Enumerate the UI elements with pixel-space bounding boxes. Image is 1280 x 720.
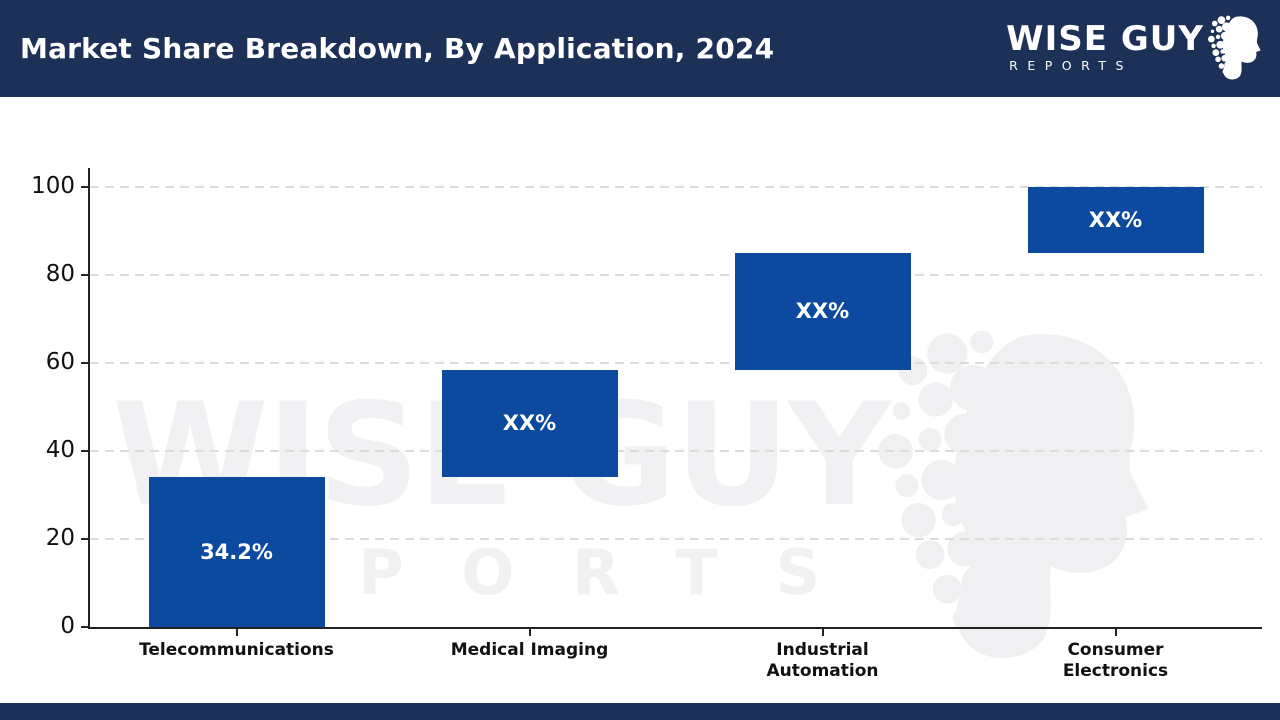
bar-segment: 34.2% [148,476,325,627]
y-tick-mark [81,450,90,452]
page-title: Market Share Breakdown, By Application, … [20,32,775,65]
header-bar: Market Share Breakdown, By Application, … [0,0,1280,97]
bar-segment: XX% [1027,187,1204,253]
y-tick-label: 20 [45,525,75,551]
watermark-head-icon [878,330,1149,659]
wiseguy-logo: WISE GUY REPORTS [1006,10,1264,84]
x-category-label: Industrial Automation [766,640,879,682]
y-tick-label: 40 [45,437,75,463]
y-tick-mark [81,274,90,276]
x-tick-mark [821,629,824,636]
logo-text: WISE GUY REPORTS [1006,22,1204,73]
bar-segment: XX% [441,369,618,477]
x-tick-mark [528,629,531,636]
x-tick-mark [1114,629,1117,636]
y-tick-mark [81,538,90,540]
bar-value-label: 34.2% [200,539,273,564]
y-tick-label: 80 [45,261,75,287]
gridline [90,362,1262,364]
gridline [90,450,1262,452]
bar-value-label: XX% [795,299,850,324]
logo-subtext: REPORTS [1009,57,1133,73]
bar-value-label: XX% [1088,208,1143,232]
y-tick-label: 100 [31,173,75,199]
gridline [90,186,1262,188]
dotted-head-icon [1208,15,1261,80]
y-tick-label: 60 [45,349,75,375]
gridline [90,274,1262,276]
gridline [90,538,1262,540]
x-tick-mark [235,629,238,636]
bar-value-label: XX% [502,411,557,436]
footer-bar [0,703,1280,720]
y-axis-line [88,168,90,629]
chart-area: WISE GUY REPORTS 0 20 40 60 80 100 34.2% Teleco… [0,97,1280,703]
x-category-label: Medical Imaging [450,640,609,660]
y-tick-mark [81,186,90,188]
y-tick-mark [81,362,90,364]
logo-wordmark: WISE GUY [1006,18,1204,59]
y-tick-mark [81,626,90,628]
x-axis-line [88,627,1262,629]
y-tick-label: 0 [60,613,75,639]
x-category-label: Telecommunications [139,640,334,660]
bar-segment: XX% [734,253,911,370]
x-category-label: Consumer Electronics [1062,640,1169,682]
